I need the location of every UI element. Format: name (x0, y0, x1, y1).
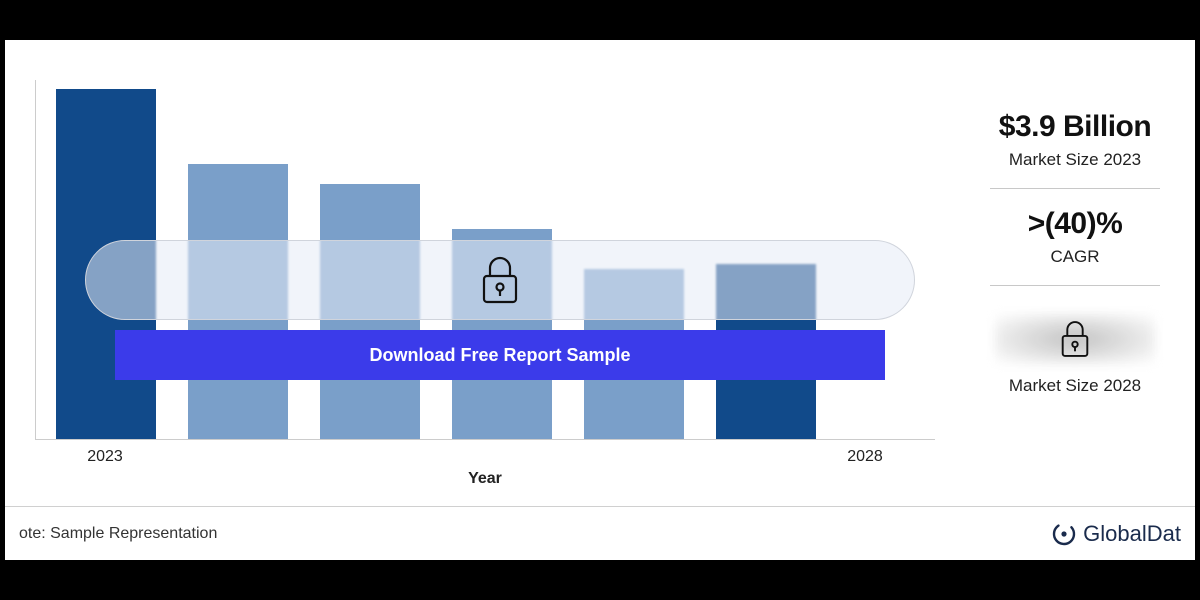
footer-note: ote: Sample Representation (19, 525, 217, 543)
locked-value-2028 (995, 314, 1155, 364)
x-tick-first: 2023 (55, 448, 155, 466)
divider (990, 285, 1160, 286)
cta-label: Download Free Report Sample (369, 345, 630, 366)
x-axis: 2023 2028 (35, 440, 935, 466)
divider (990, 188, 1160, 189)
x-axis-title: Year (35, 470, 935, 488)
footer: ote: Sample Representation GlobalDat (5, 506, 1195, 560)
lock-icon (478, 254, 522, 306)
stats-panel: $3.9 Billion Market Size 2023 >(40)% CAG… (955, 40, 1195, 560)
cagr-label: CAGR (1050, 247, 1099, 267)
locked-overlay (85, 240, 915, 320)
lock-icon (1058, 319, 1092, 359)
brand-mark-icon (1051, 521, 1077, 547)
report-panel: Market Size ($ Billion) 2023 2028 Year D… (5, 40, 1195, 560)
cagr-value: >(40)% (1028, 207, 1123, 241)
market-size-2023-value: $3.9 Billion (999, 110, 1151, 144)
brand-name: GlobalDat (1083, 521, 1181, 547)
chart-area: Market Size ($ Billion) 2023 2028 Year D… (5, 40, 955, 560)
brand-logo: GlobalDat (1051, 521, 1181, 547)
download-sample-button[interactable]: Download Free Report Sample (115, 330, 885, 380)
market-size-2028-label: Market Size 2028 (1009, 376, 1141, 396)
x-tick-last: 2028 (815, 448, 915, 466)
market-size-2023-label: Market Size 2023 (1009, 150, 1141, 170)
